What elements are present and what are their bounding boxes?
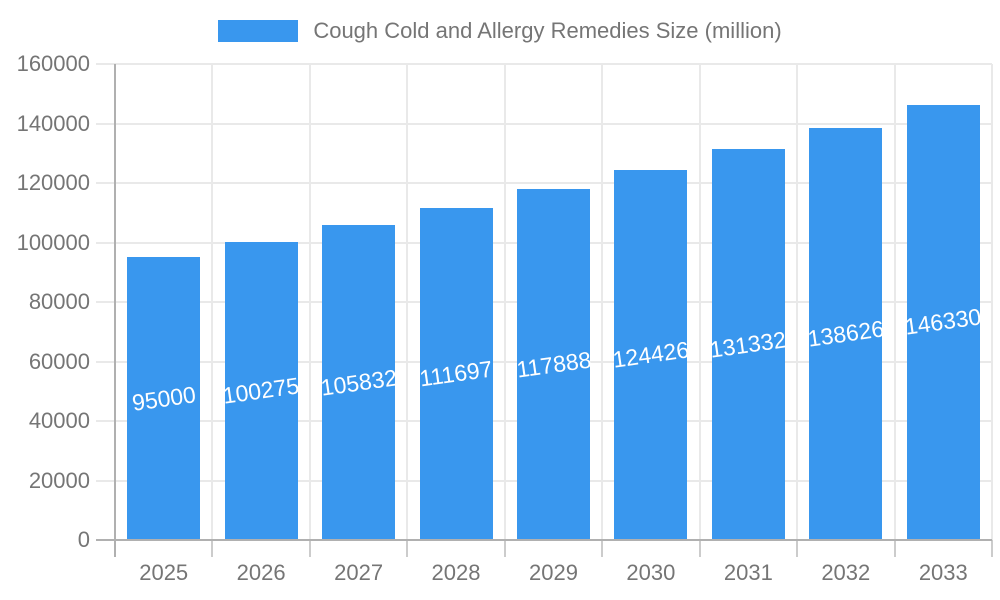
x-axis-tick — [114, 540, 116, 557]
y-axis-line — [114, 64, 116, 557]
x-axis-tick — [503, 540, 506, 557]
x-axis-tick — [796, 540, 799, 557]
x-axis-tick-label: 2028 — [431, 560, 481, 585]
x-axis-tick — [698, 540, 701, 557]
y-axis-tick-label: 0 — [77, 527, 90, 552]
v-gridline — [796, 64, 799, 540]
bar[interactable] — [809, 127, 883, 540]
bar[interactable] — [322, 225, 396, 540]
x-axis-tick-label: 2029 — [529, 560, 578, 585]
x-axis-tick-label: 2033 — [918, 560, 968, 585]
x-axis-tick-label: 2031 — [723, 560, 773, 585]
x-axis-tick — [308, 540, 311, 557]
x-axis-tick — [406, 540, 409, 557]
v-gridline — [893, 64, 896, 540]
x-axis-tick — [893, 540, 896, 557]
legend-label: Cough Cold and Allergy Remedies Size (mi… — [313, 18, 782, 43]
bar[interactable] — [906, 104, 980, 540]
x-axis-tick-label: 2026 — [236, 560, 286, 585]
h-gridline — [96, 122, 992, 125]
v-gridline — [601, 64, 604, 540]
bar[interactable] — [419, 207, 493, 540]
bar[interactable] — [711, 149, 785, 540]
v-gridline — [211, 64, 214, 540]
x-axis-tick — [211, 540, 214, 557]
legend-swatch — [218, 20, 299, 42]
v-gridline — [308, 64, 311, 540]
x-axis-tick — [601, 540, 604, 557]
y-axis-tick-label: 80000 — [28, 289, 90, 314]
legend: Cough Cold and Allergy Remedies Size (mi… — [0, 18, 1000, 44]
x-axis-tick-label: 2027 — [334, 560, 384, 585]
v-gridline — [406, 64, 409, 540]
v-gridline — [698, 64, 701, 540]
x-axis-tick-label: 2030 — [626, 560, 676, 585]
y-axis-tick-label: 60000 — [28, 348, 90, 374]
h-gridline — [96, 63, 992, 65]
y-axis-tick-label: 160000 — [16, 51, 90, 76]
y-axis-tick-label: 20000 — [28, 467, 90, 493]
x-axis-tick-label: 2032 — [821, 560, 871, 585]
bar[interactable] — [614, 169, 688, 540]
bar[interactable] — [224, 241, 298, 540]
y-axis-tick-label: 120000 — [16, 170, 90, 195]
v-gridline — [503, 64, 506, 540]
x-axis-tick — [991, 540, 993, 557]
y-axis-tick-label: 140000 — [16, 110, 90, 136]
y-axis-tick-label: 100000 — [16, 229, 90, 255]
x-axis-tick-label: 2025 — [139, 560, 189, 585]
y-axis-tick-label: 40000 — [28, 408, 90, 433]
v-gridline — [991, 64, 993, 540]
legend-item[interactable]: Cough Cold and Allergy Remedies Size (mi… — [218, 18, 782, 44]
bar[interactable] — [127, 257, 201, 540]
bar[interactable] — [517, 189, 590, 540]
